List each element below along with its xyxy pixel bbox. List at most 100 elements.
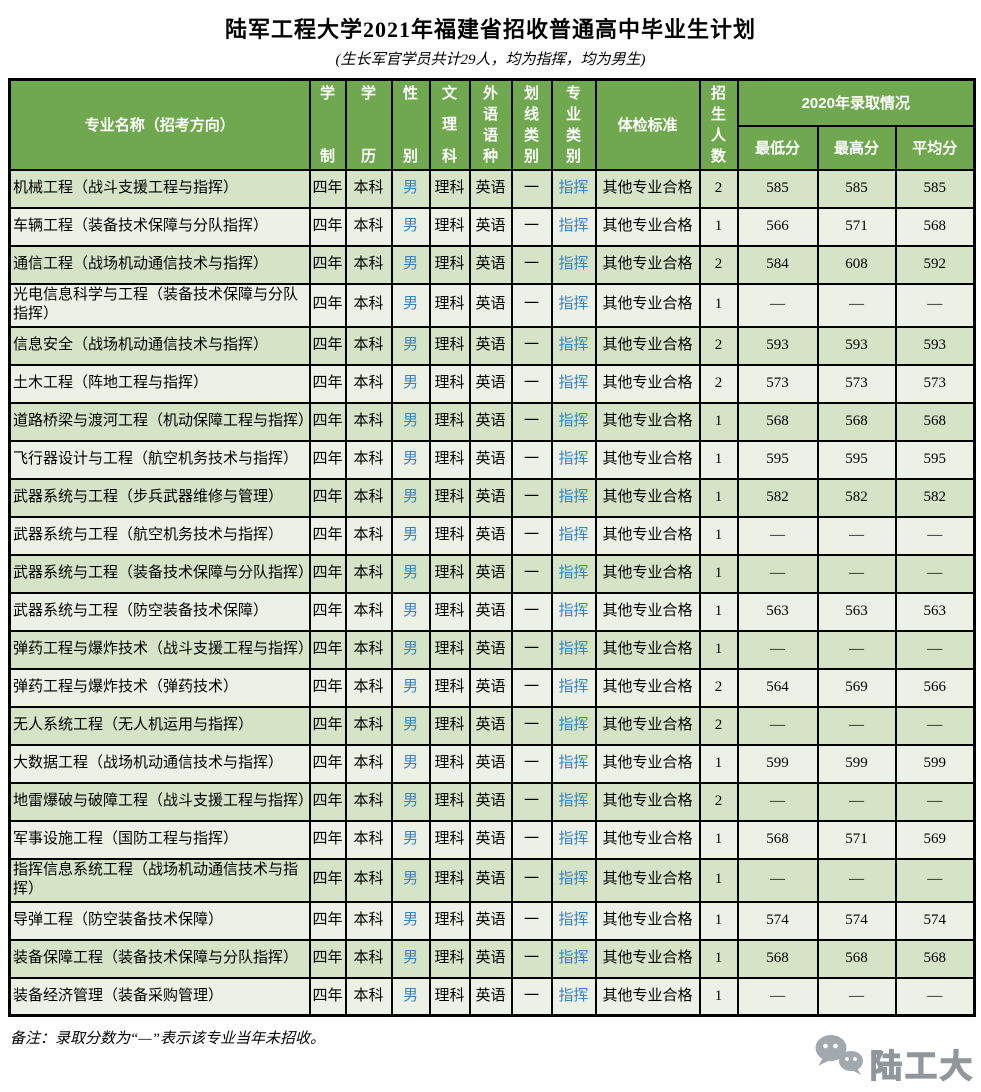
cell-major-category: 指挥 <box>550 976 597 1017</box>
cell-min-score: 573 <box>736 363 819 404</box>
cell-major: 地雷爆破与破障工程（战斗支援工程与指挥） <box>8 781 311 822</box>
cell-language: 英语 <box>468 591 513 632</box>
cell-major-category: 指挥 <box>550 282 597 328</box>
cell-quota: 1 <box>698 938 739 979</box>
cell-avg-score: — <box>894 282 976 328</box>
cell-language: 英语 <box>468 477 513 518</box>
cell-gender: 男 <box>390 629 431 670</box>
cell-max-score: — <box>816 629 897 670</box>
table-row: 无人系统工程（无人机运用与指挥） 四年 本科 男 理科 英语 一 指挥 其他专业… <box>8 705 976 746</box>
cell-medical: 其他专业合格 <box>594 401 701 442</box>
col-header-line-category: 划线类别 <box>510 78 553 171</box>
cell-gender: 男 <box>390 743 431 784</box>
cell-degree: 本科 <box>344 976 393 1017</box>
table-row: 机械工程（战斗支援工程与指挥） 四年 本科 男 理科 英语 一 指挥 其他专业合… <box>8 168 976 209</box>
cell-degree: 本科 <box>344 553 393 594</box>
table-row: 道路桥梁与渡河工程（机动保障工程与指挥） 四年 本科 男 理科 英语 一 指挥 … <box>8 401 976 442</box>
cell-quota: 1 <box>698 206 739 247</box>
col-header-gender: 性别 <box>390 78 431 171</box>
cell-line-category: 一 <box>510 325 553 366</box>
cell-degree: 本科 <box>344 667 393 708</box>
cell-language: 英语 <box>468 976 513 1017</box>
cell-min-score: 585 <box>736 168 819 209</box>
cell-avg-score: 574 <box>894 900 976 941</box>
cell-line-category: 一 <box>510 363 553 404</box>
cell-subject: 理科 <box>428 553 471 594</box>
page-subtitle: (生长军官学员共计29人，均为指挥，均为男生) <box>335 52 646 68</box>
cell-subject: 理科 <box>428 705 471 746</box>
table-row: 武器系统与工程（步兵武器维修与管理） 四年 本科 男 理科 英语 一 指挥 其他… <box>8 477 976 518</box>
cell-major-category: 指挥 <box>550 857 597 903</box>
cell-max-score: — <box>816 705 897 746</box>
cell-avg-score: 592 <box>894 244 976 285</box>
cell-min-score: 574 <box>736 900 819 941</box>
cell-medical: 其他专业合格 <box>594 705 701 746</box>
cell-degree: 本科 <box>344 900 393 941</box>
cell-quota: 1 <box>698 515 739 556</box>
cell-max-score: 569 <box>816 667 897 708</box>
cell-subject: 理科 <box>428 515 471 556</box>
cell-language: 英语 <box>468 206 513 247</box>
cell-quota: 2 <box>698 667 739 708</box>
cell-subject: 理科 <box>428 168 471 209</box>
col-header-quota: 招生人数 <box>698 78 739 171</box>
cell-duration: 四年 <box>308 282 347 328</box>
cell-avg-score: — <box>894 705 976 746</box>
cell-language: 英语 <box>468 439 513 480</box>
cell-medical: 其他专业合格 <box>594 439 701 480</box>
cell-major-category: 指挥 <box>550 819 597 860</box>
col-header-major: 专业名称（招考方向） <box>8 78 311 171</box>
cell-min-score: 564 <box>736 667 819 708</box>
cell-max-score: 563 <box>816 591 897 632</box>
cell-language: 英语 <box>468 168 513 209</box>
cell-min-score: 566 <box>736 206 819 247</box>
cell-language: 英语 <box>468 938 513 979</box>
cell-major-category: 指挥 <box>550 629 597 670</box>
cell-language: 英语 <box>468 629 513 670</box>
cell-max-score: 585 <box>816 168 897 209</box>
cell-gender: 男 <box>390 168 431 209</box>
cell-medical: 其他专业合格 <box>594 819 701 860</box>
cell-major-category: 指挥 <box>550 705 597 746</box>
cell-medical: 其他专业合格 <box>594 515 701 556</box>
cell-degree: 本科 <box>344 591 393 632</box>
cell-quota: 2 <box>698 363 739 404</box>
cell-avg-score: — <box>894 857 976 903</box>
cell-duration: 四年 <box>308 477 347 518</box>
cell-line-category: 一 <box>510 629 553 670</box>
cell-subject: 理科 <box>428 477 471 518</box>
table-row: 通信工程（战场机动通信技术与指挥） 四年 本科 男 理科 英语 一 指挥 其他专… <box>8 244 976 285</box>
cell-quota: 1 <box>698 743 739 784</box>
cell-duration: 四年 <box>308 819 347 860</box>
table-row: 光电信息科学与工程（装备技术保障与分队指挥） 四年 本科 男 理科 英语 一 指… <box>8 282 976 328</box>
cell-major: 土木工程（阵地工程与指挥） <box>8 363 311 404</box>
cell-duration: 四年 <box>308 781 347 822</box>
cell-major-category: 指挥 <box>550 667 597 708</box>
cell-min-score: 568 <box>736 938 819 979</box>
cell-line-category: 一 <box>510 976 553 1017</box>
cell-major-category: 指挥 <box>550 900 597 941</box>
cell-gender: 男 <box>390 477 431 518</box>
cell-line-category: 一 <box>510 705 553 746</box>
cell-major-category: 指挥 <box>550 553 597 594</box>
cell-subject: 理科 <box>428 401 471 442</box>
cell-max-score: 568 <box>816 938 897 979</box>
cell-language: 英语 <box>468 244 513 285</box>
cell-min-score: — <box>736 976 819 1017</box>
table-row: 弹药工程与爆炸技术（战斗支援工程与指挥） 四年 本科 男 理科 英语 一 指挥 … <box>8 629 976 670</box>
cell-duration: 四年 <box>308 439 347 480</box>
cell-duration: 四年 <box>308 857 347 903</box>
cell-major: 武器系统与工程（步兵武器维修与管理） <box>8 477 311 518</box>
col-header-degree: 学历 <box>344 78 393 171</box>
cell-degree: 本科 <box>344 363 393 404</box>
cell-line-category: 一 <box>510 591 553 632</box>
cell-major-category: 指挥 <box>550 938 597 979</box>
cell-min-score: 582 <box>736 477 819 518</box>
cell-quota: 1 <box>698 629 739 670</box>
cell-major: 通信工程（战场机动通信技术与指挥） <box>8 244 311 285</box>
cell-avg-score: 563 <box>894 591 976 632</box>
remark-note: 备注：录取分数为“—”表示该专业当年未招收。 <box>10 1031 326 1047</box>
cell-quota: 1 <box>698 282 739 328</box>
cell-major: 武器系统与工程（防空装备技术保障） <box>8 591 311 632</box>
cell-language: 英语 <box>468 325 513 366</box>
